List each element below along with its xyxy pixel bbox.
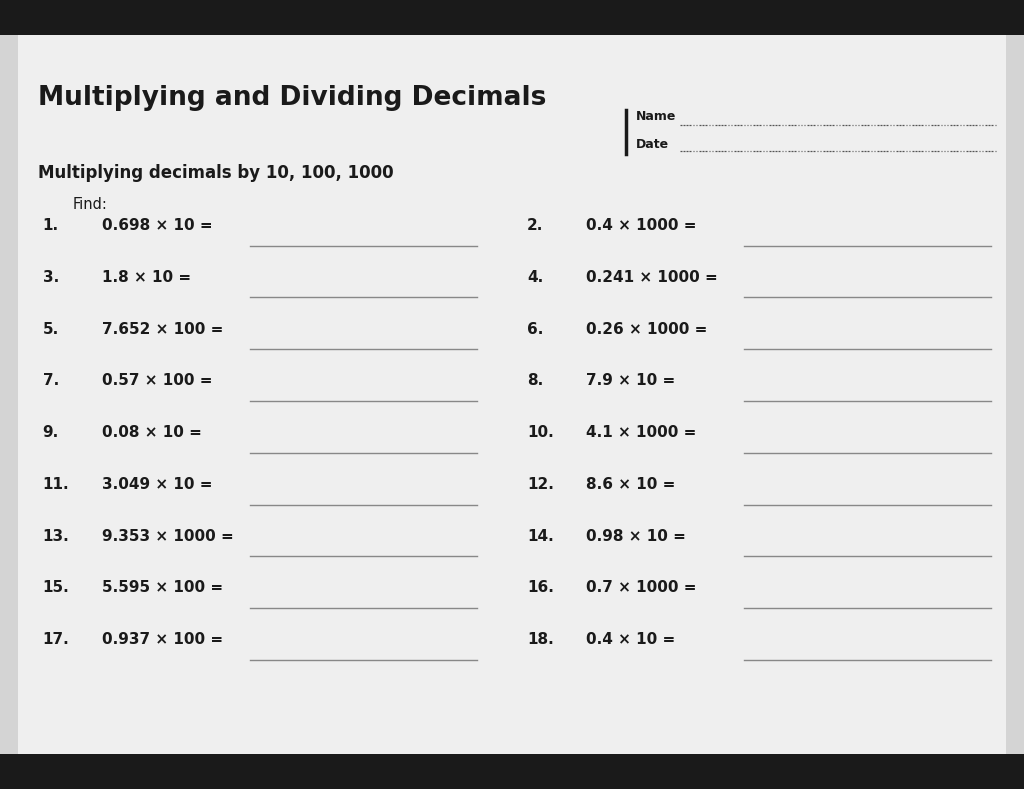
Text: 0.4 × 10 =: 0.4 × 10 =	[586, 632, 676, 647]
Text: 1.: 1.	[43, 218, 58, 233]
Text: Name: Name	[636, 110, 676, 124]
Text: 0.08 × 10 =: 0.08 × 10 =	[102, 425, 202, 440]
Text: 9.: 9.	[43, 425, 59, 440]
Text: 15.: 15.	[43, 581, 70, 596]
Text: 8.: 8.	[526, 373, 543, 388]
Text: 11.: 11.	[43, 477, 70, 492]
Text: 7.9 × 10 =: 7.9 × 10 =	[586, 373, 676, 388]
Text: 14.: 14.	[526, 529, 554, 544]
Text: 0.937 × 100 =: 0.937 × 100 =	[102, 632, 223, 647]
Text: 8.6 × 10 =: 8.6 × 10 =	[586, 477, 676, 492]
Text: 4.1 × 1000 =: 4.1 × 1000 =	[586, 425, 696, 440]
Text: 0.57 × 100 =: 0.57 × 100 =	[102, 373, 213, 388]
Text: 7.: 7.	[43, 373, 59, 388]
Text: 4.: 4.	[526, 270, 543, 285]
Text: 1.8 × 10 =: 1.8 × 10 =	[102, 270, 191, 285]
Text: 0.7 × 1000 =: 0.7 × 1000 =	[586, 581, 696, 596]
Text: 17.: 17.	[43, 632, 70, 647]
Text: 0.4 × 1000 =: 0.4 × 1000 =	[586, 218, 696, 233]
Text: 5.595 × 100 =: 5.595 × 100 =	[102, 581, 223, 596]
Bar	[0, 754, 1024, 789]
Text: 7.652 × 100 =: 7.652 × 100 =	[102, 322, 223, 337]
Text: Find:: Find:	[73, 196, 108, 211]
Text: 3.049 × 10 =: 3.049 × 10 =	[102, 477, 213, 492]
Text: 3.: 3.	[43, 270, 59, 285]
Text: 12.: 12.	[526, 477, 554, 492]
Text: 0.698 × 10 =: 0.698 × 10 =	[102, 218, 213, 233]
Text: Multiplying decimals by 10, 100, 1000: Multiplying decimals by 10, 100, 1000	[38, 164, 393, 182]
Text: 2.: 2.	[526, 218, 543, 233]
Text: Date: Date	[636, 138, 669, 151]
Text: 5.: 5.	[43, 322, 59, 337]
Text: 10.: 10.	[526, 425, 554, 440]
Bar	[0, 0, 1024, 35]
Text: Multiplying and Dividing Decimals: Multiplying and Dividing Decimals	[38, 85, 546, 111]
Text: 0.98 × 10 =: 0.98 × 10 =	[586, 529, 686, 544]
Text: 0.241 × 1000 =: 0.241 × 1000 =	[586, 270, 718, 285]
Text: 9.353 × 1000 =: 9.353 × 1000 =	[102, 529, 233, 544]
Text: 18.: 18.	[526, 632, 554, 647]
Text: 0.26 × 1000 =: 0.26 × 1000 =	[586, 322, 708, 337]
Text: 13.: 13.	[43, 529, 70, 544]
Text: 6.: 6.	[526, 322, 543, 337]
Text: 16.: 16.	[526, 581, 554, 596]
